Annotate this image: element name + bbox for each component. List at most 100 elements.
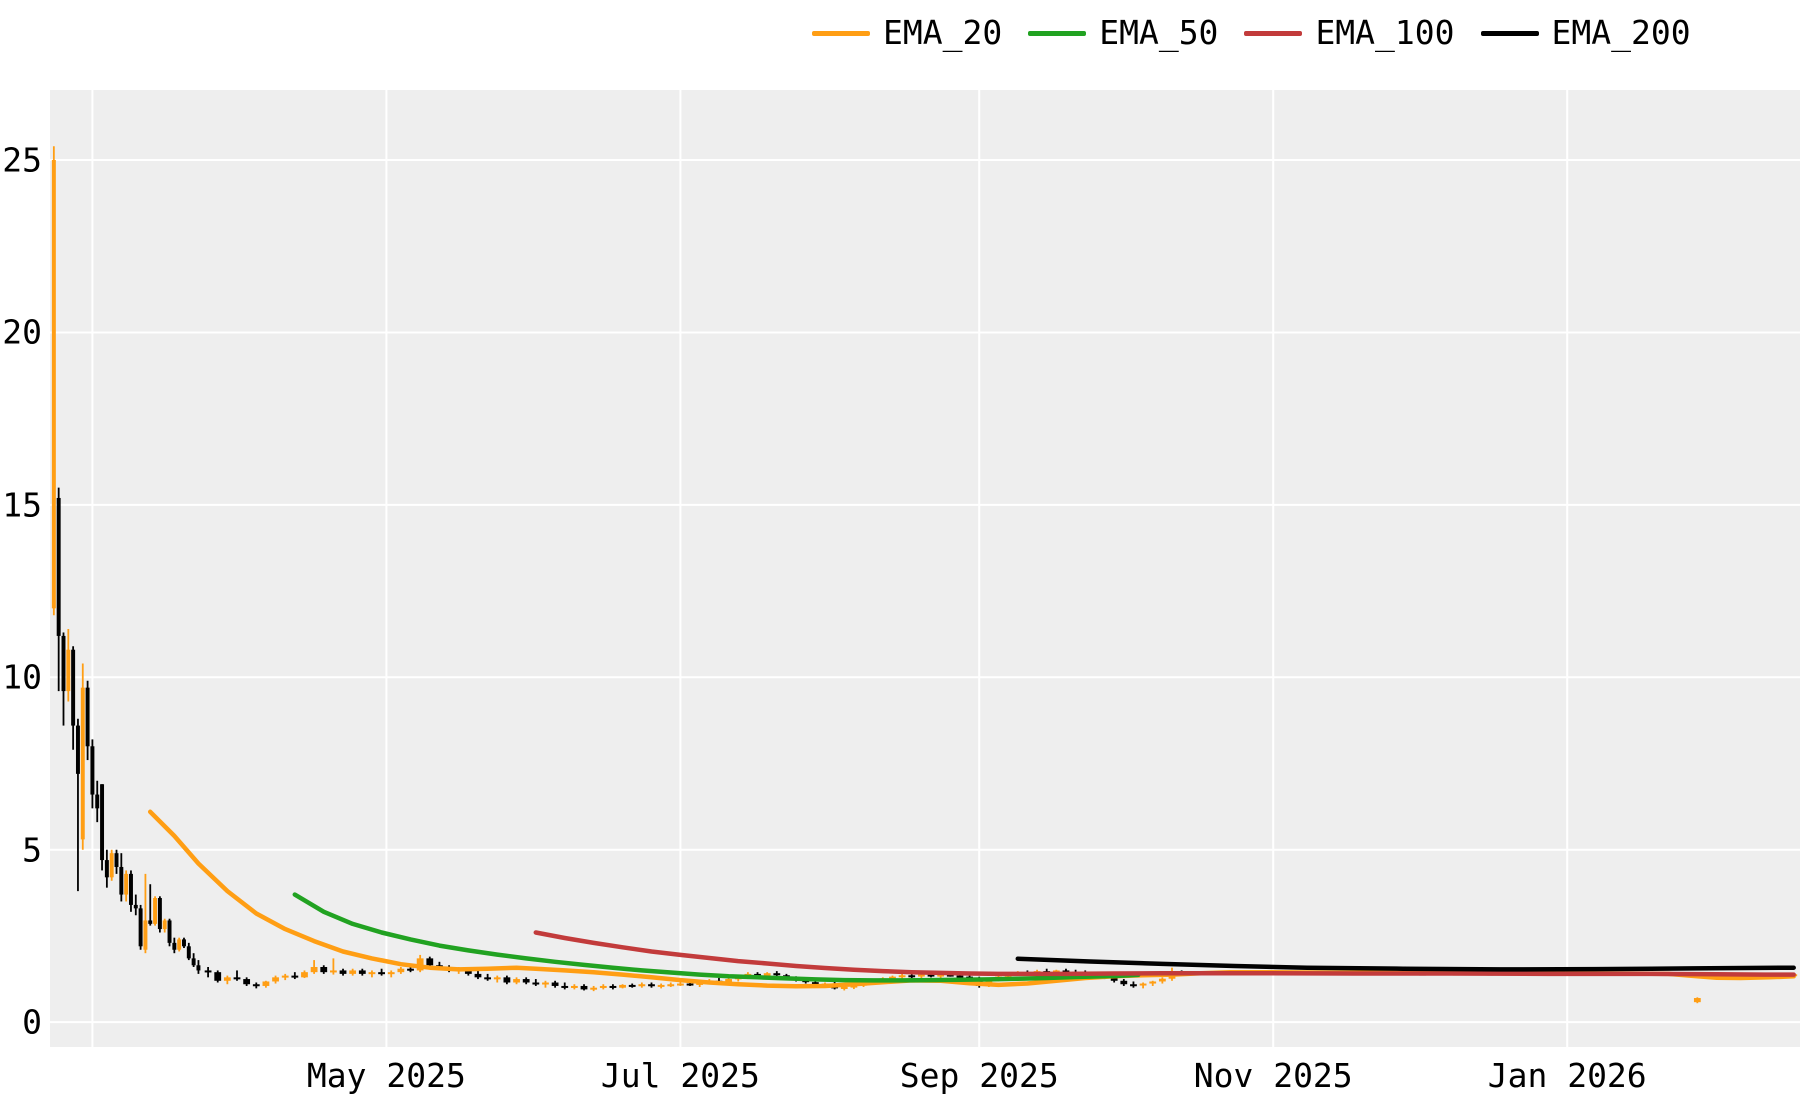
candle-down [191,958,196,966]
candle-down [182,939,186,947]
candle-up [329,970,337,973]
candle-down [532,982,540,985]
candle-up [1139,983,1147,986]
candle-up [493,977,501,980]
candle-down [157,898,162,930]
candle-down [1130,984,1137,987]
chart-legend: EMA_20 EMA_50 EMA_100 EMA_200 [812,13,1691,53]
y-tick-label: 25 [2,140,42,180]
ema-line-ema_50 [292,892,1141,983]
legend-line-ema-200-icon [1480,30,1539,36]
candle-down [148,920,153,924]
candle-up [898,975,906,978]
plot-area [50,90,1800,1047]
candle-up [1149,981,1157,984]
candle-up [1693,998,1701,1003]
candle-down [580,985,588,990]
candle-down [214,972,222,981]
candle-up [599,985,607,988]
candle-down [1062,970,1070,973]
candle-up [619,984,626,988]
candle-down [503,977,511,983]
candle-down [320,966,328,973]
candle-down [138,908,143,947]
candle-up [667,984,675,987]
legend-label-ema-50: EMA_50 [1099,13,1219,52]
legend-item-ema-200: EMA_200 [1480,13,1691,53]
candle-down [927,974,935,977]
candle-up [223,977,231,981]
candle-up [542,982,549,985]
x-tick-label: Sep 2025 [899,1056,1059,1095]
candle-up [763,973,771,977]
candle-up [51,160,56,609]
y-tick-label: 15 [2,485,42,525]
candle-up [850,985,858,988]
candle-down [773,973,781,976]
legend-label-ema-20: EMA_20 [883,13,1003,52]
y-tick-label: 10 [2,657,42,697]
candle-up [387,972,395,975]
candle-down [71,649,76,726]
legend-item-ema-50: EMA_50 [1028,13,1218,53]
candle-up [889,976,896,979]
candle-down [407,968,414,971]
candle-up [397,968,405,973]
candle-down [946,974,954,977]
candle-down [196,965,201,971]
candle-down [426,958,434,966]
candle-down [243,979,251,985]
candle-down [85,687,90,747]
x-tick-label: Nov 2025 [1193,1056,1353,1095]
candle-up [66,649,71,692]
candle-up [310,966,318,973]
candle-down [1120,980,1128,985]
candle-up [153,898,158,924]
candle-down [128,873,133,905]
candle-up [281,975,289,978]
candle-down [474,973,482,978]
candle-up [1158,978,1166,982]
candle-up [570,985,578,988]
candle-down [551,982,559,986]
y-tick-label: 5 [22,830,42,870]
candle-up [937,974,945,977]
candle-up [109,853,114,878]
candle-up [590,987,598,990]
candle-down [61,635,66,692]
candle-down [1110,977,1118,981]
candle-down [956,975,964,978]
candle-down [167,920,172,943]
candle-down [561,985,569,988]
x-tick-label: Jul 2025 [600,1056,760,1095]
candle-down [291,975,299,978]
candle-up [368,972,376,975]
legend-line-ema-20-icon [812,30,870,36]
candle-down [686,983,694,986]
ema-line-ema_100 [533,930,1796,977]
candle-up [657,984,665,987]
candle-up [301,972,308,978]
legend-label-ema-100: EMA_100 [1315,13,1455,52]
candle-up [262,981,270,986]
candle-down [233,977,241,980]
y-tick-label: 0 [22,1002,42,1042]
y-tick-label: 20 [2,312,42,352]
candle-down [204,970,212,973]
candle-up [272,977,279,982]
candle-down [56,497,61,636]
legend-line-ema-50-icon [1028,30,1087,36]
candle-down [628,984,636,987]
candle-down [100,784,105,861]
candle-up [177,939,182,950]
legend-item-ema-100: EMA_100 [1244,13,1455,53]
candle-down [484,977,492,980]
candle-up [162,920,167,930]
legend-label-ema-200: EMA_200 [1551,13,1691,52]
candle-up [349,970,357,974]
candle-down [133,904,138,909]
candle-down [252,984,260,987]
candle-down [186,946,191,959]
